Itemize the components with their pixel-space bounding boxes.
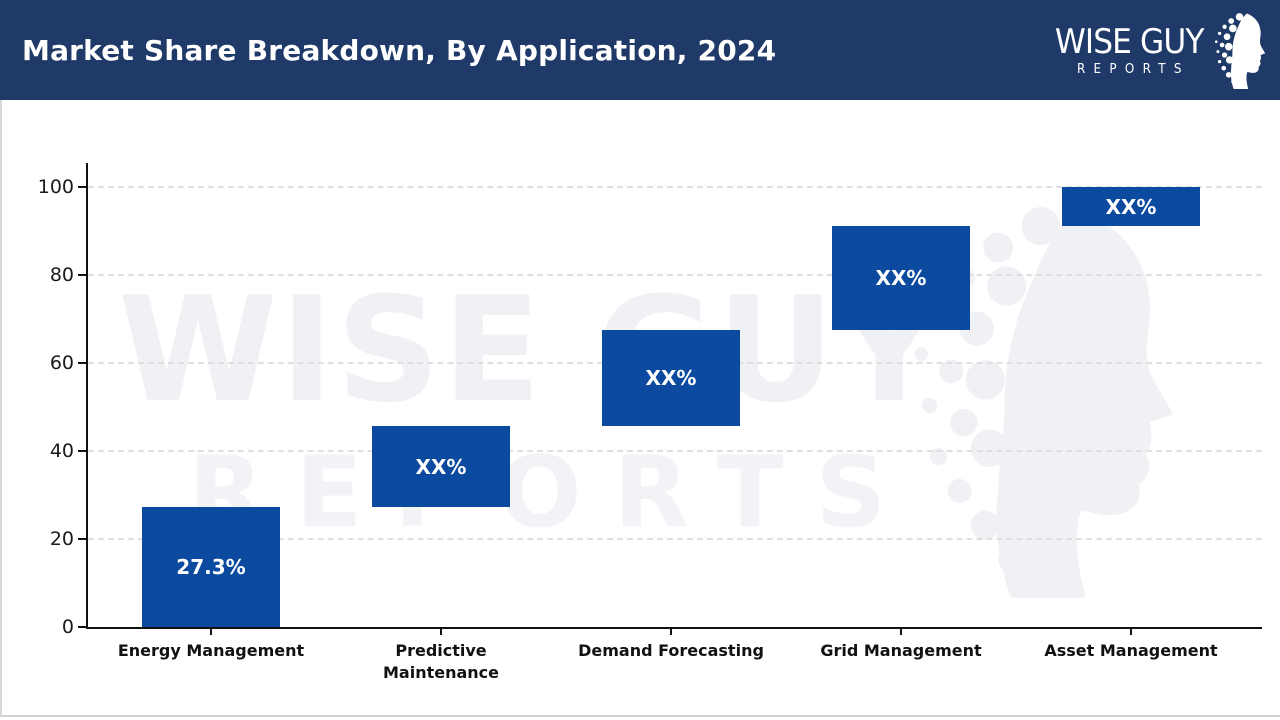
bar-asset-management: XX% [1062,187,1200,227]
y-tick-20 [78,538,86,540]
x-tick-grid-management [900,627,902,635]
x-axis-label-demand-forecasting: Demand Forecasting [578,641,764,660]
header: Market Share Breakdown, By Application, … [0,0,1280,100]
logo-wiseguy-text: WISE GUY [1055,21,1205,62]
bar-value-label: 27.3% [176,554,246,579]
page-title: Market Share Breakdown, By Application, … [22,33,777,67]
gridline-80 [88,274,1262,276]
bar-value-label: XX% [875,266,927,291]
gridline-40 [88,450,1262,452]
gridline-100 [88,186,1262,188]
y-tick-label-0: 0 [61,616,74,638]
y-tick-40 [78,450,86,452]
y-tick-80 [78,274,86,276]
bar-energy-management: 27.3% [142,506,280,627]
y-tick-label-20: 20 [49,528,74,550]
bar-grid-management: XX% [832,226,970,330]
bar-value-label: XX% [415,454,467,479]
bar-predictive-maintenance: XX% [372,426,510,507]
x-tick-demand-forecasting [670,627,672,635]
y-tick-label-40: 40 [49,440,74,462]
bar-demand-forecasting: XX% [602,330,740,427]
y-tick-label-60: 60 [49,352,74,374]
x-axis-label-grid-management: Grid Management [820,641,982,660]
brand-logo: WISE GUY REPORTS [1042,4,1266,96]
y-tick-60 [78,362,86,364]
y-tick-100 [78,186,86,188]
y-axis-spine [86,163,88,629]
y-tick-label-100: 100 [37,176,74,198]
x-axis-spine [86,627,1262,629]
y-tick-0 [78,626,86,628]
x-tick-asset-management [1130,627,1132,635]
watermark-reports-text: REPORTS [188,436,919,550]
left-border-line [0,100,2,716]
x-axis-label-asset-management: Asset Management [1044,641,1218,660]
y-tick-label-80: 80 [49,264,74,286]
watermark-wiseguy-text: WISE GUY [118,266,944,435]
x-tick-predictive-maintenance [440,627,442,635]
x-axis-label-energy-management: Energy Management [117,641,305,660]
bar-value-label: XX% [1105,194,1157,219]
bar-value-label: XX% [645,366,697,391]
logo-wordmark: WISE GUY REPORTS [1055,21,1205,77]
gridline-20 [88,538,1262,540]
x-tick-energy-management [210,627,212,635]
bottom-border-line [0,715,1280,717]
logo-reports-text: REPORTS [1077,61,1191,77]
x-axis-label-predictive-maintenance: Predictive Maintenance [382,641,499,682]
